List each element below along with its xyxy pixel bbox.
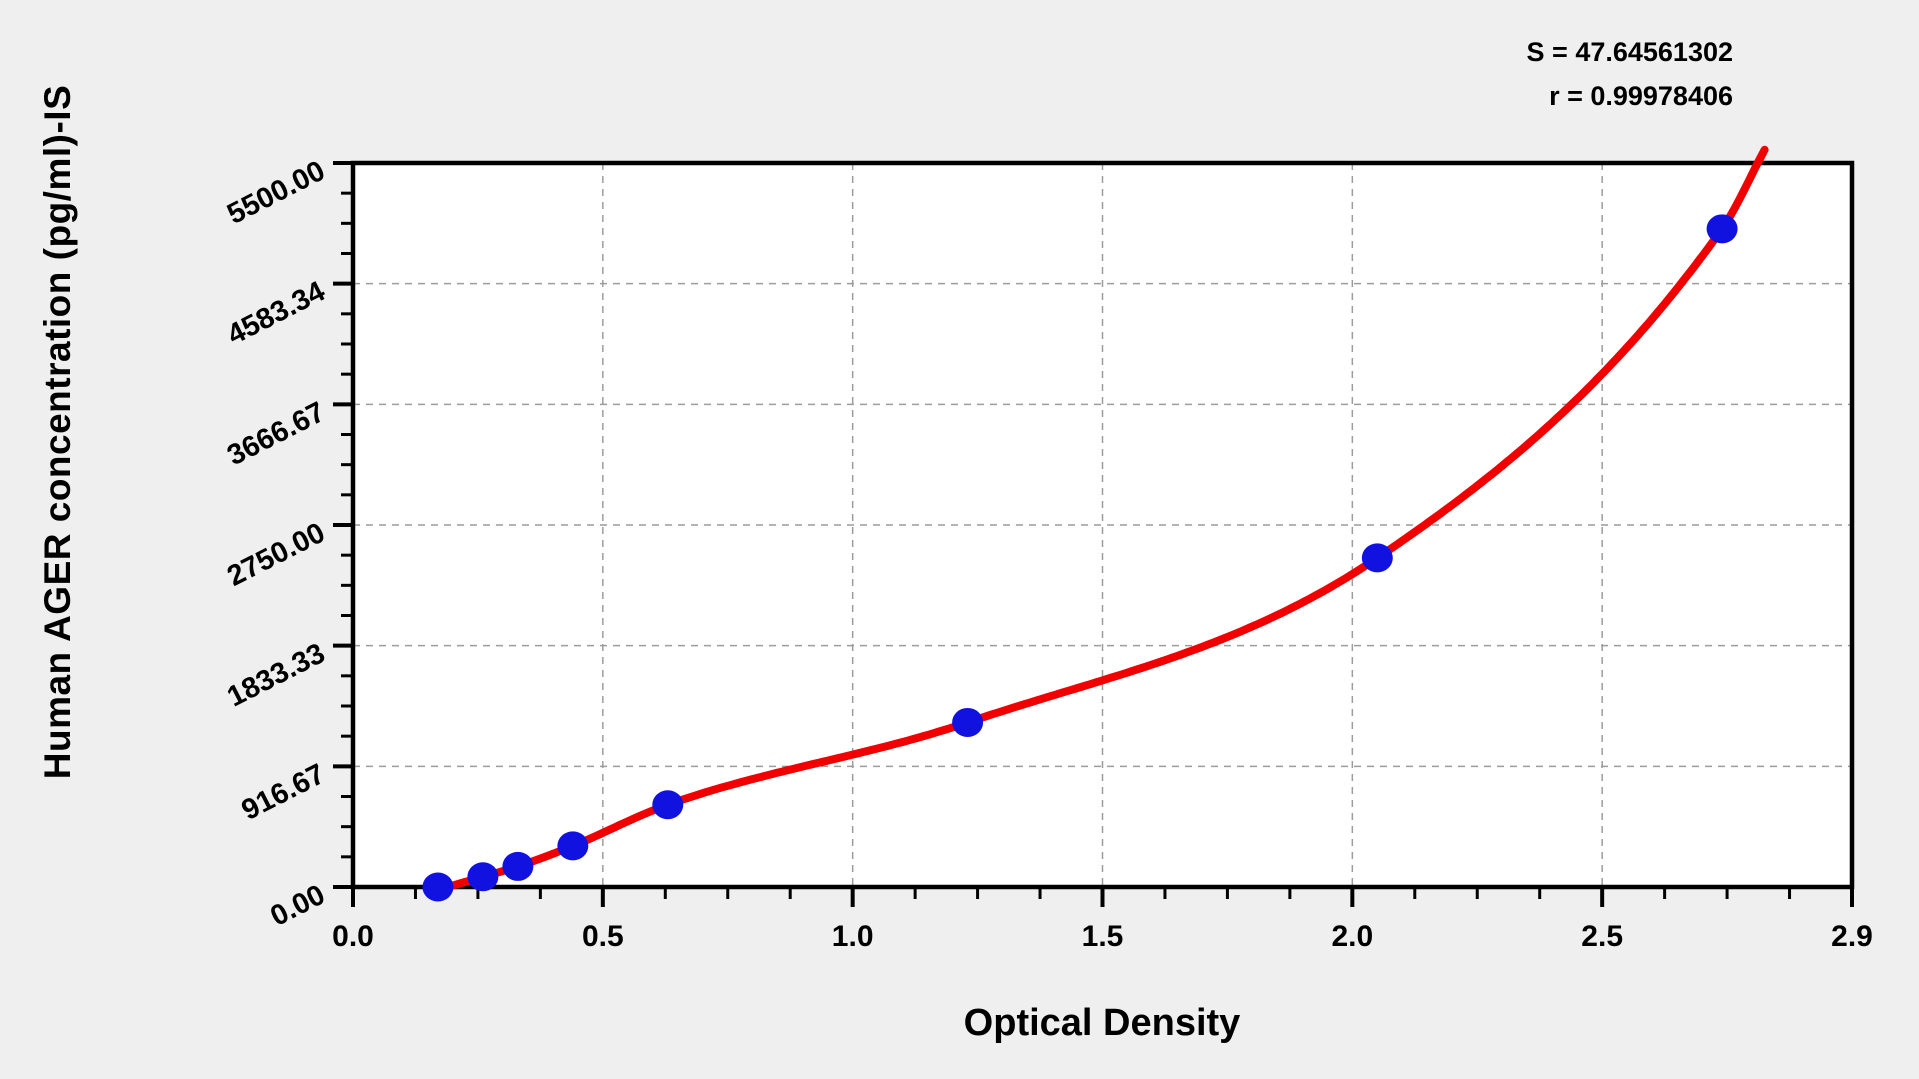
data-point bbox=[502, 851, 534, 881]
x-tick-label: 2.9 bbox=[1831, 920, 1873, 953]
y-tick-label: 1833.33 bbox=[222, 637, 330, 713]
y-tick-label: 2750.00 bbox=[222, 517, 330, 593]
y-tick-label: 916.67 bbox=[237, 758, 331, 827]
x-tick-label: 0.0 bbox=[332, 920, 374, 953]
x-tick-label: 1.5 bbox=[1082, 920, 1124, 953]
y-tick-label: 0.00 bbox=[265, 879, 330, 933]
x-tick-label: 2.5 bbox=[1581, 920, 1623, 953]
data-point bbox=[422, 872, 454, 902]
data-point bbox=[952, 707, 984, 737]
x-tick-label: 0.5 bbox=[582, 920, 624, 953]
y-tick-label: 4583.34 bbox=[222, 275, 330, 351]
fit-stats: S = 47.64561302 r = 0.99978406 bbox=[1527, 30, 1733, 118]
data-point bbox=[1361, 543, 1393, 573]
y-tick-label: 3666.67 bbox=[222, 396, 330, 472]
x-axis-title: Optical Density bbox=[963, 1002, 1241, 1044]
fit-r-value: r = 0.99978406 bbox=[1549, 81, 1733, 111]
y-tick-label: 5500.00 bbox=[222, 155, 330, 231]
x-tick-label: 1.0 bbox=[832, 920, 874, 953]
data-point bbox=[467, 862, 499, 892]
data-point bbox=[557, 831, 589, 861]
data-point bbox=[652, 790, 684, 820]
fit-s-value: S = 47.64561302 bbox=[1526, 37, 1733, 67]
x-tick-label: 2.0 bbox=[1331, 920, 1373, 953]
data-point bbox=[1706, 214, 1738, 244]
